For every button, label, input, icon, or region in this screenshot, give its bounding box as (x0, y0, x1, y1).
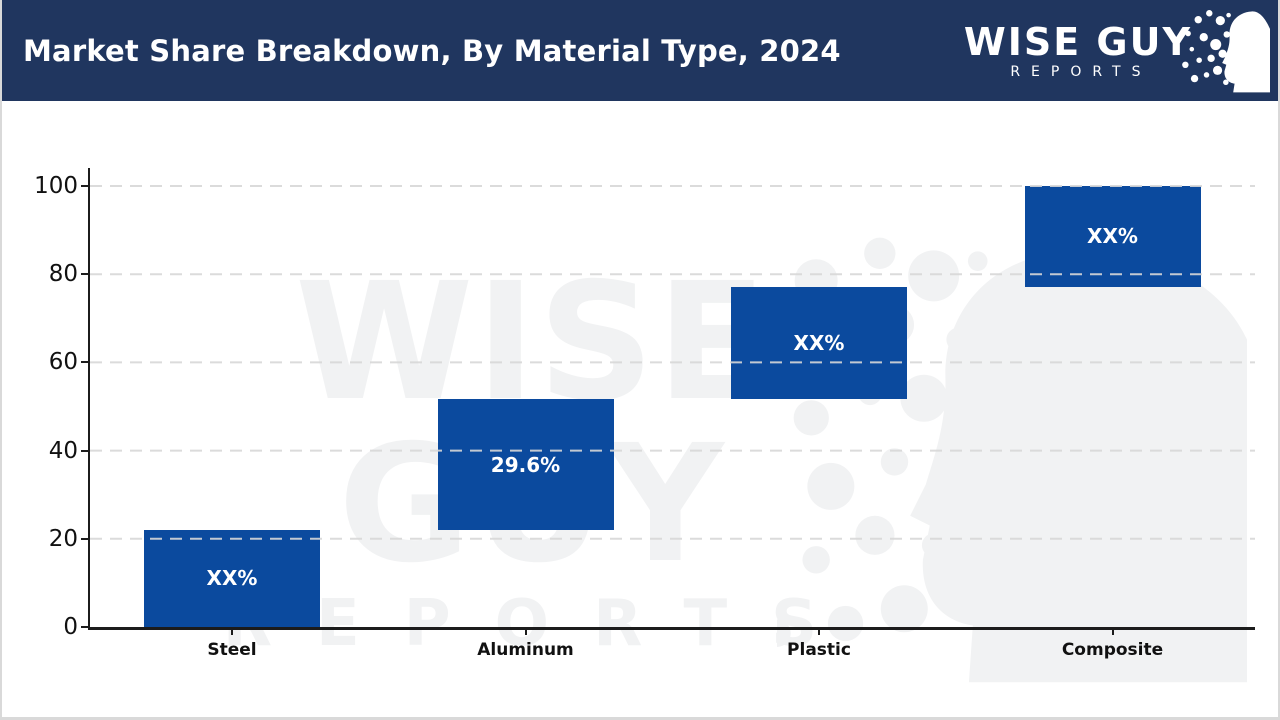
x-tickmark (231, 627, 233, 635)
x-tick-label-composite: Composite (1061, 640, 1164, 660)
y-tickmark (81, 449, 90, 452)
y-tickmark (81, 273, 90, 276)
bar-steel: XX% (144, 529, 320, 627)
x-tickmark (524, 627, 527, 635)
y-tick-label-100: 100 (34, 173, 78, 199)
bar-value-label: XX% (1087, 224, 1138, 249)
x-axis-line (88, 627, 1255, 630)
bar-composite: XX% (1024, 186, 1201, 287)
y-tick-label-20: 20 (48, 525, 78, 552)
y-tick-label-80: 80 (48, 261, 78, 288)
wiseguy-logo: WISE GUY REPORTS (964, 0, 1270, 101)
y-tick-label-40: 40 (48, 437, 78, 464)
x-tick-label-steel: Steel (207, 640, 257, 660)
bar-value-label: XX% (793, 331, 845, 356)
bar-plastic: XX% (731, 286, 907, 400)
y-tickmark (81, 626, 90, 628)
bar-value-label: XX% (206, 566, 258, 591)
y-tick-label-0: 0 (63, 614, 78, 640)
bar-value-label: 29.6% (490, 452, 561, 477)
x-tick-label-aluminum: Aluminum (477, 640, 574, 660)
page-title: Market Share Breakdown, By Material Type… (23, 33, 841, 68)
logo-subtitle: REPORTS (1010, 63, 1152, 80)
y-tick-label-60: 60 (48, 349, 78, 376)
y-axis-line (88, 168, 90, 630)
y-tickmark (81, 537, 90, 540)
logo-wordmark: WISE GUY (963, 19, 1192, 64)
bar-aluminum: 29.6% (437, 399, 614, 530)
x-tickmark (818, 627, 820, 635)
header: Market Share Breakdown, By Material Type… (2, 0, 1278, 101)
logo-text: WISE GUY REPORTS (964, 23, 1192, 79)
y-tickmark (81, 361, 90, 364)
x-tick-label-plastic: Plastic (787, 640, 851, 660)
y-tickmark (81, 185, 90, 187)
logo-face-icon (1182, 9, 1270, 92)
